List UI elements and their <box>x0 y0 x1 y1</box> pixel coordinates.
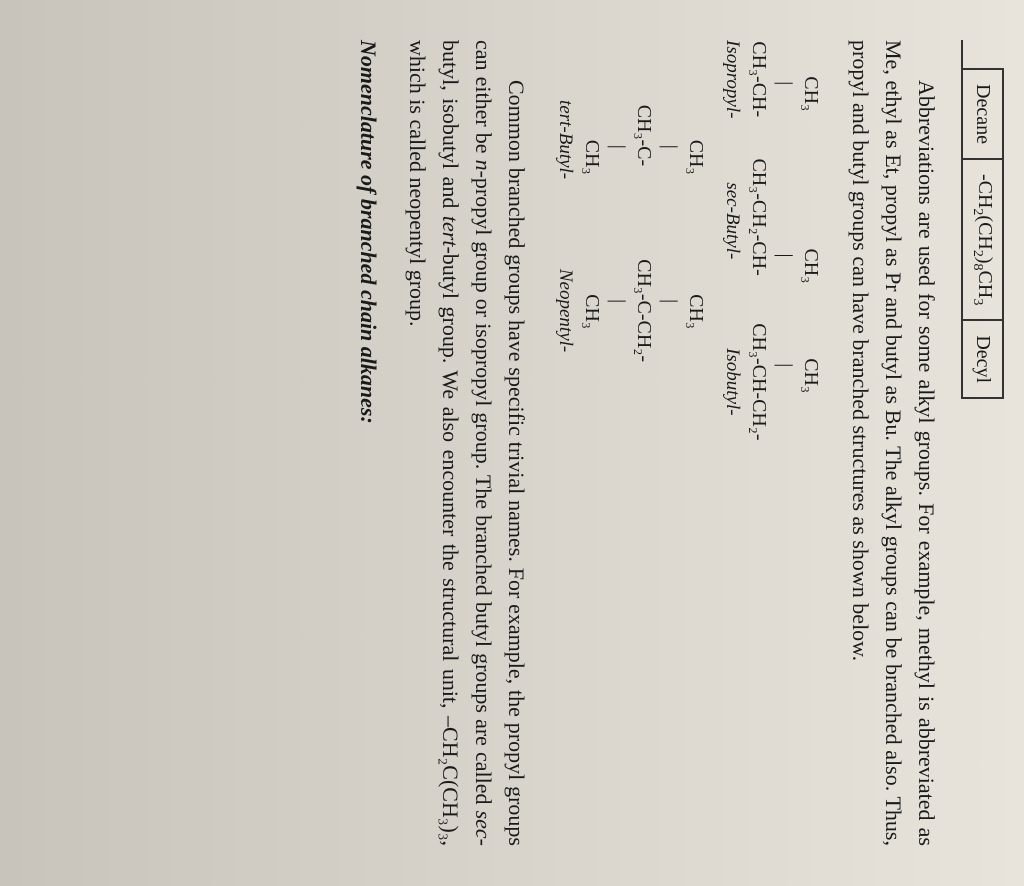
label-neopentyl: Neopentyl- <box>553 269 578 352</box>
cell-group: Decyl <box>962 320 1003 398</box>
struct-isopropyl: CH₃ | CH₃-CH- Isopropyl- <box>719 40 824 118</box>
cell-name: Decane <box>962 69 1003 159</box>
cell-formula: -CH2(CH2)8CH3 <box>962 159 1003 320</box>
label-tert-butyl: tert-Butyl- <box>553 100 578 179</box>
struct-tert-butyl: CH₃ | CH₃-C- | CH₃ tert-Butyl- <box>553 100 710 179</box>
struct-sec-butyl: CH₃ | CH₃-CH₂-CH- sec-Butyl- <box>719 158 824 283</box>
label-isopropyl: Isopropyl- <box>719 40 744 118</box>
page-content: Decane -CH2(CH2)8CH3 Decyl Abbreviations… <box>0 0 1024 886</box>
structure-row-2: CH₃ | CH₃-C- | CH₃ tert-Butyl- CH₃ | CH₃… <box>553 100 710 846</box>
cell-empty <box>962 40 1003 69</box>
struct-isobutyl: CH₃ | CH₃-CH-CH₂- Isobutyl- <box>719 323 824 440</box>
label-sec-butyl: sec-Butyl- <box>719 182 744 259</box>
paragraph-trivial-names: Common branched groups have specific tri… <box>401 40 533 846</box>
section-heading: Nomenclature of branched chain alkanes: <box>352 40 385 846</box>
structures-block: CH₃ | CH₃-CH- Isopropyl- CH₃ | CH₃-CH₂-C… <box>553 40 824 846</box>
struct-neopentyl: CH₃ | CH₃-C-CH₂- | CH₃ Neopentyl- <box>553 259 710 362</box>
label-isobutyl: Isobutyl- <box>719 348 744 416</box>
structure-row-1: CH₃ | CH₃-CH- Isopropyl- CH₃ | CH₃-CH₂-C… <box>719 40 824 846</box>
table-fragment: Decane -CH2(CH2)8CH3 Decyl <box>961 40 1004 399</box>
paragraph-abbreviations: Abbreviations are used for some alkyl gr… <box>844 40 943 846</box>
